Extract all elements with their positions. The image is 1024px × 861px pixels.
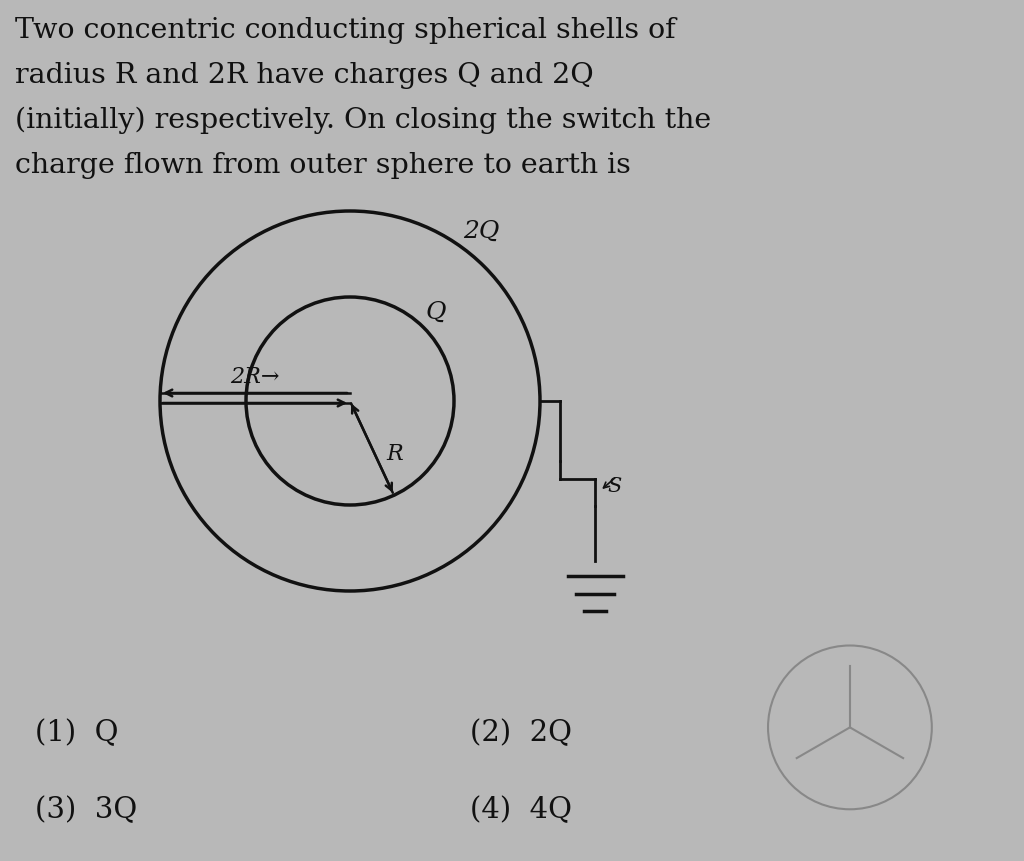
Text: (initially) respectively. On closing the switch the: (initially) respectively. On closing the…: [15, 107, 712, 134]
Text: 2R→: 2R→: [230, 366, 280, 387]
Text: Q: Q: [426, 300, 446, 323]
Text: Two concentric conducting spherical shells of: Two concentric conducting spherical shel…: [15, 17, 676, 44]
Text: charge flown from outer sphere to earth is: charge flown from outer sphere to earth …: [15, 152, 631, 179]
Text: S: S: [607, 477, 622, 496]
Text: (4)  4Q: (4) 4Q: [470, 795, 572, 823]
Text: radius R and 2R have charges Q and 2Q: radius R and 2R have charges Q and 2Q: [15, 62, 594, 89]
Text: 2Q: 2Q: [463, 219, 500, 242]
Text: (3)  3Q: (3) 3Q: [35, 795, 137, 823]
Text: (2)  2Q: (2) 2Q: [470, 718, 572, 746]
Text: (1)  Q: (1) Q: [35, 718, 119, 746]
Text: R: R: [386, 443, 403, 464]
